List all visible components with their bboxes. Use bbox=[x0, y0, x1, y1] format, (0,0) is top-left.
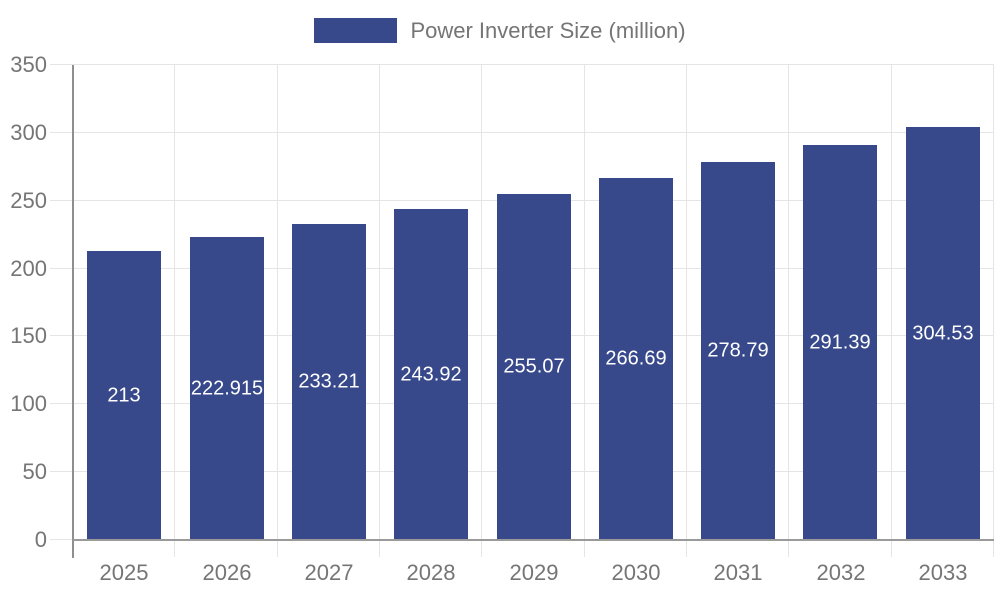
plot-area: 213 222.915 233.21 243.92 255.07 266.69 278.79… bbox=[50, 64, 994, 557]
gridline-vertical bbox=[379, 65, 380, 557]
bar[interactable]: 233.21 bbox=[292, 224, 366, 540]
y-tick-label: 350 bbox=[10, 52, 47, 77]
x-tick-label: 2030 bbox=[611, 560, 661, 585]
gridline-vertical bbox=[891, 65, 892, 557]
y-tick-label: 150 bbox=[10, 323, 47, 348]
bar-value-label: 222.915 bbox=[190, 377, 264, 399]
gridline-vertical bbox=[277, 65, 278, 557]
y-axis-tick bbox=[50, 539, 73, 540]
x-tick-label: 2029 bbox=[509, 560, 559, 585]
y-tick-label: 100 bbox=[10, 391, 47, 416]
bar[interactable]: 304.53 bbox=[906, 127, 980, 540]
x-tick-label: 2031 bbox=[713, 560, 763, 585]
bar-value-label: 243.92 bbox=[400, 363, 462, 385]
bar-value-label: 233.21 bbox=[298, 370, 360, 393]
x-tick-label: 2026 bbox=[202, 560, 252, 585]
gridline-vertical bbox=[481, 65, 482, 557]
gridline-vertical bbox=[788, 65, 789, 557]
legend[interactable]: Power Inverter Size (million) bbox=[0, 17, 1000, 44]
gridline-horizontal bbox=[50, 132, 994, 133]
x-tick-label: 2028 bbox=[406, 560, 456, 585]
bar[interactable]: 266.69 bbox=[599, 178, 673, 540]
y-axis-line bbox=[72, 65, 74, 558]
bar-value-label: 266.69 bbox=[605, 347, 667, 370]
bar-value-label: 213 bbox=[107, 384, 141, 406]
gridline-vertical bbox=[174, 65, 175, 557]
gridline-vertical bbox=[584, 65, 585, 557]
bar[interactable]: 213 bbox=[87, 251, 161, 540]
legend-label: Power Inverter Size (million) bbox=[410, 17, 686, 43]
y-tick-label: 250 bbox=[10, 188, 47, 213]
x-tick-label: 2032 bbox=[816, 560, 866, 585]
gridline-horizontal bbox=[50, 64, 994, 65]
bar-value-label: 255.07 bbox=[503, 355, 565, 378]
x-axis-line bbox=[73, 539, 994, 541]
y-tick-label: 300 bbox=[10, 120, 47, 145]
x-tick-label: 2033 bbox=[918, 560, 968, 585]
x-tick-label: 2027 bbox=[304, 560, 354, 585]
gridline-vertical bbox=[686, 65, 687, 557]
y-tick-label: 200 bbox=[10, 256, 47, 281]
bar[interactable]: 243.92 bbox=[394, 209, 468, 540]
bar-value-label: 278.79 bbox=[707, 339, 769, 362]
y-tick-label: 50 bbox=[22, 459, 47, 484]
bar[interactable]: 255.07 bbox=[497, 194, 571, 540]
bar[interactable]: 278.79 bbox=[701, 162, 775, 540]
legend-swatch bbox=[314, 18, 398, 43]
bar[interactable]: 222.915 bbox=[190, 237, 264, 540]
bar[interactable]: 291.39 bbox=[803, 145, 877, 540]
bar-value-label: 304.53 bbox=[912, 322, 974, 344]
x-tick-label: 2025 bbox=[99, 560, 149, 585]
gridline-vertical bbox=[993, 65, 994, 557]
bar-value-label: 291.39 bbox=[809, 331, 871, 353]
y-tick-label: 0 bbox=[34, 527, 47, 552]
